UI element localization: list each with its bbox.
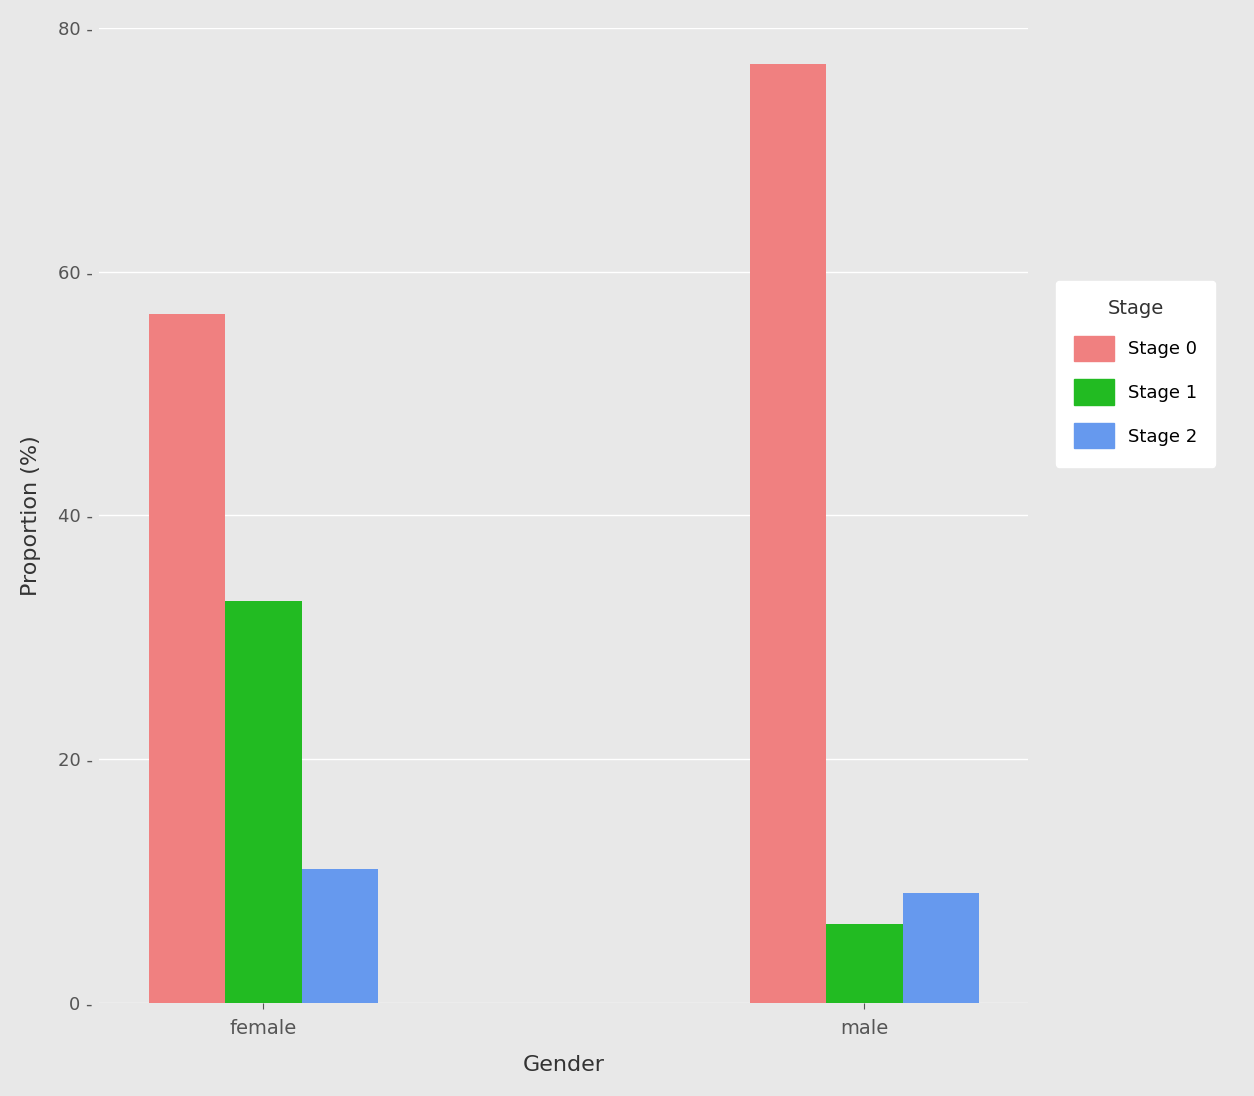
Bar [750,65,826,1003]
Bar [903,893,979,1003]
Bar [826,924,903,1003]
Legend: Stage 0, Stage 1, Stage 2: Stage 0, Stage 1, Stage 2 [1056,281,1215,467]
Y-axis label: Proportion (%): Proportion (%) [21,435,41,596]
Bar [149,315,226,1003]
Bar [302,869,379,1003]
Bar [226,601,302,1003]
X-axis label: Gender: Gender [523,1055,604,1075]
